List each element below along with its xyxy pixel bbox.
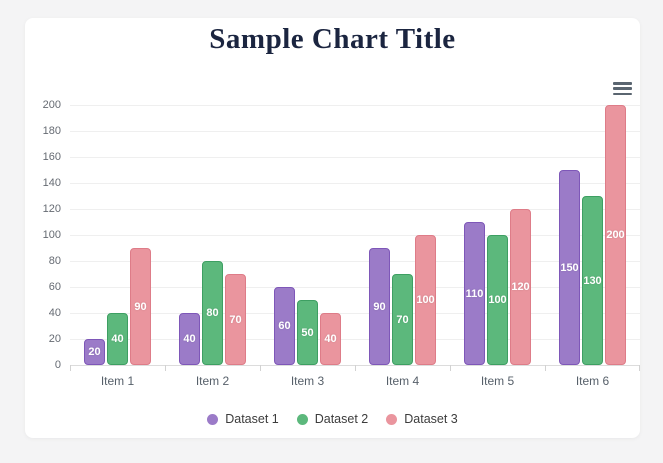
bar-value-label: 90 <box>373 300 386 313</box>
bar-value-label: 70 <box>396 313 409 326</box>
bar-value-label: 100 <box>416 294 435 306</box>
bar-dataset-3-item-6[interactable]: 200 <box>605 105 626 365</box>
y-axis-tick-label: 200 <box>42 99 61 111</box>
bar-group: 90 70 100 <box>355 105 450 365</box>
y-axis-tick-label: 140 <box>42 177 61 189</box>
bar-value-label: 150 <box>560 261 579 274</box>
x-axis-tick <box>355 365 356 371</box>
bar-group: 40 80 70 <box>165 105 260 365</box>
bar-value-label: 100 <box>488 294 507 306</box>
bar-value-label: 20 <box>88 346 101 358</box>
bar-value-label: 40 <box>111 333 124 345</box>
gridline <box>70 286 640 288</box>
y-axis-tick-label: 100 <box>42 229 61 241</box>
bar-group: 60 50 40 <box>260 105 355 365</box>
y-axis-tick-label: 160 <box>42 151 61 163</box>
y-axis-tick-label: 120 <box>42 203 61 215</box>
gridline <box>70 208 640 210</box>
x-axis-tick <box>450 365 451 371</box>
gridline <box>70 312 640 314</box>
bar-dataset-3-item-2[interactable]: 70 <box>225 274 246 365</box>
chart-title: Sample Chart Title <box>209 23 456 55</box>
x-axis-category-label: Item 6 <box>575 374 610 388</box>
bar-dataset-1-item-2[interactable]: 40 <box>179 313 200 365</box>
x-axis-tick <box>545 365 546 371</box>
bar-dataset-1-item-3[interactable]: 60 <box>274 287 295 365</box>
legend-label: Dataset 1 <box>225 412 279 426</box>
x-axis-category-label: Item 3 <box>290 374 325 388</box>
bar-dataset-2-item-4[interactable]: 70 <box>392 274 413 365</box>
gridline <box>70 338 640 340</box>
bar-dataset-3-item-5[interactable]: 120 <box>510 209 531 365</box>
hamburger-line <box>613 87 632 90</box>
y-axis-tick-label: 0 <box>54 359 61 371</box>
gridline <box>70 130 640 132</box>
chart-legend: Dataset 1 Dataset 2 Dataset 3 <box>25 412 640 426</box>
bar-value-label: 50 <box>301 326 314 339</box>
y-axis-tick-label: 180 <box>42 125 61 137</box>
x-axis-tick <box>260 365 261 371</box>
bar-value-label: 40 <box>324 333 337 345</box>
plot-area: 0 20 40 60 80 100 120 140 160 180 200 20 40 90 Item 1 4… <box>43 99 640 388</box>
x-axis-category-label: Item 1 <box>100 374 135 388</box>
bar-value-label: 120 <box>511 281 530 293</box>
hamburger-line <box>613 92 632 95</box>
x-axis-tick <box>70 365 71 371</box>
bar-value-label: 60 <box>278 320 291 332</box>
bar-value-label: 70 <box>229 313 242 326</box>
hamburger-line <box>613 82 632 85</box>
bar-group: 110 100 120 <box>450 105 545 365</box>
y-axis-tick-label: 40 <box>48 307 61 319</box>
bar-value-label: 200 <box>606 229 625 241</box>
x-axis-category-label: Item 2 <box>195 374 230 388</box>
bar-dataset-3-item-3[interactable]: 40 <box>320 313 341 365</box>
bar-value-label: 90 <box>134 300 147 313</box>
legend-marker-icon <box>386 413 398 425</box>
bar-dataset-1-item-4[interactable]: 90 <box>369 248 390 365</box>
x-axis-category-label: Item 5 <box>480 374 515 388</box>
y-axis-tick-label: 60 <box>48 281 61 293</box>
legend-item-dataset-2[interactable]: Dataset 2 <box>296 412 369 426</box>
gridline <box>70 182 640 184</box>
x-axis-tick <box>165 365 166 371</box>
bar-dataset-2-item-2[interactable]: 80 <box>202 261 223 365</box>
y-axis-tick-label: 20 <box>48 333 61 345</box>
hamburger-menu-icon[interactable] <box>610 79 635 98</box>
legend-marker-icon <box>207 413 219 425</box>
bar-dataset-2-item-5[interactable]: 100 <box>487 235 508 365</box>
bar-dataset-2-item-1[interactable]: 40 <box>107 313 128 365</box>
legend-item-dataset-3[interactable]: Dataset 3 <box>386 412 458 426</box>
legend-marker-icon <box>296 413 308 425</box>
bar-value-label: 40 <box>183 333 196 345</box>
y-axis-tick-label: 80 <box>48 255 61 267</box>
gridline <box>70 234 640 236</box>
bar-group: 150 130 200 <box>545 105 640 365</box>
bar-group: 20 40 90 <box>70 105 165 365</box>
bar-value-label: 80 <box>206 307 219 319</box>
bar-value-label: 110 <box>465 287 484 300</box>
bar-value-label: 130 <box>583 274 602 287</box>
bar-dataset-1-item-1[interactable]: 20 <box>84 339 105 365</box>
bar-dataset-3-item-4[interactable]: 100 <box>415 235 436 365</box>
gridline <box>70 156 640 158</box>
legend-label: Dataset 2 <box>314 412 369 426</box>
gridline <box>70 104 640 106</box>
bar-dataset-1-item-6[interactable]: 150 <box>559 170 580 365</box>
bar-dataset-3-item-1[interactable]: 90 <box>130 248 151 365</box>
bar-dataset-2-item-6[interactable]: 130 <box>582 196 603 365</box>
legend-item-dataset-1[interactable]: Dataset 1 <box>207 412 279 426</box>
bar-dataset-2-item-3[interactable]: 50 <box>297 300 318 365</box>
x-axis-tick <box>639 365 640 371</box>
gridline <box>70 260 640 262</box>
x-axis-category-label: Item 4 <box>385 374 420 388</box>
bar-dataset-1-item-5[interactable]: 110 <box>464 222 485 365</box>
legend-label: Dataset 3 <box>404 412 458 426</box>
chart-card: Sample Chart Title 0 20 40 60 80 100 120 140 160… <box>25 18 640 438</box>
